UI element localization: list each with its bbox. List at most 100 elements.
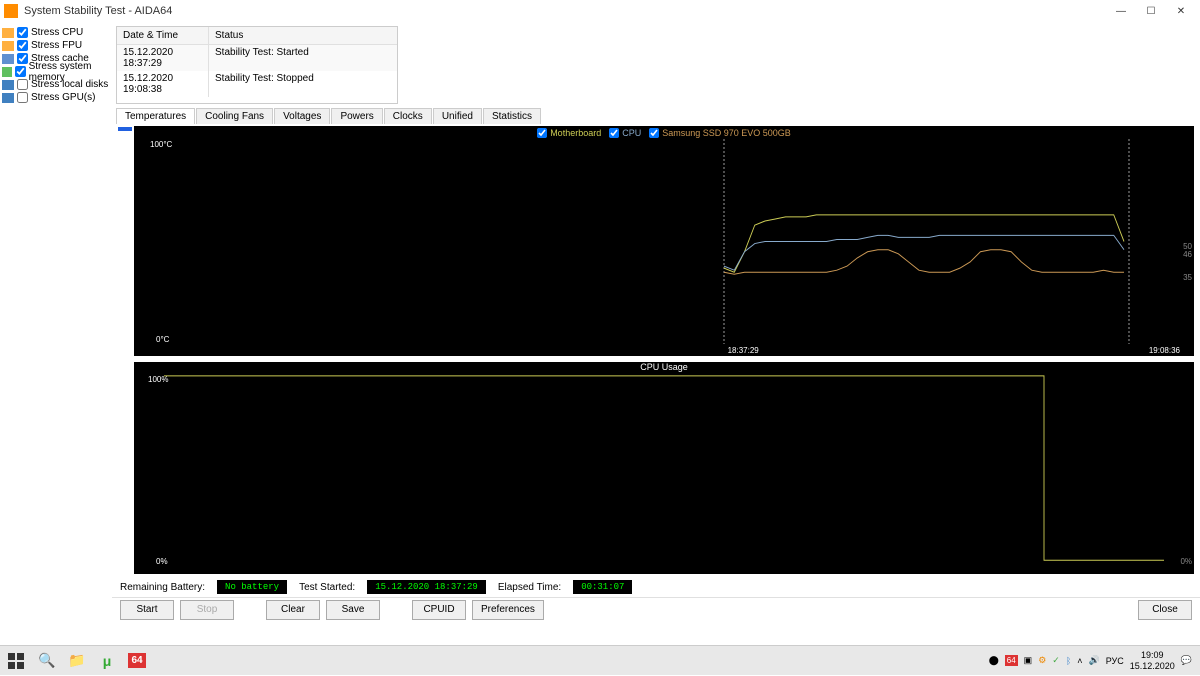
stop-button[interactable]: Stop — [180, 600, 234, 620]
stress-option[interactable]: Stress local disks — [2, 78, 110, 91]
stress-label: Stress FPU — [31, 40, 82, 51]
windows-icon — [8, 653, 24, 669]
stress-icon — [2, 67, 12, 77]
tray-chevron-icon[interactable]: ˄ — [1077, 656, 1082, 666]
started-value: 15.12.2020 18:37:29 — [367, 580, 486, 594]
stress-options-panel: Stress CPUStress FPUStress cacheStress s… — [0, 22, 112, 622]
system-tray[interactable]: ⬤ 64 ▣ ⚙ ✓ ᛒ ˄ 🔊 РУС 19:09 15.12.2020 💬 — [989, 650, 1200, 672]
close-dialog-button[interactable]: Close — [1138, 600, 1192, 620]
legend-label: CPU — [622, 128, 641, 138]
minimize-button[interactable]: — — [1106, 1, 1136, 21]
tab-powers[interactable]: Powers — [331, 108, 382, 124]
stress-icon — [2, 80, 14, 90]
tab-voltages[interactable]: Voltages — [274, 108, 330, 124]
tab-clocks[interactable]: Clocks — [384, 108, 432, 124]
log-row[interactable]: 15.12.2020 19:08:38Stability Test: Stopp… — [117, 71, 397, 97]
start-button-taskbar[interactable] — [0, 646, 32, 676]
chart-tabs: TemperaturesCooling FansVoltagesPowersCl… — [112, 108, 1200, 124]
temperature-chart: MotherboardCPUSamsung SSD 970 EVO 500GB … — [134, 126, 1194, 356]
temp-y-top: 100°C — [150, 140, 172, 149]
cpu-y-top: 100% — [148, 375, 168, 384]
tab-temperatures[interactable]: Temperatures — [116, 108, 195, 124]
tab-statistics[interactable]: Statistics — [483, 108, 541, 124]
stress-icon — [2, 54, 14, 64]
notifications-icon[interactable]: 💬 — [1181, 655, 1192, 666]
explorer-icon[interactable]: 📁 — [62, 646, 92, 676]
temp-x-end: 19:08:36 — [1149, 346, 1180, 355]
tab-cooling-fans[interactable]: Cooling Fans — [196, 108, 273, 124]
temperature-legend: Motherboard CPU Samsung SSD 970 EVO 500GB — [134, 126, 1194, 139]
stress-icon — [2, 41, 14, 51]
log-status: Stability Test: Stopped — [209, 71, 397, 97]
stress-checkbox[interactable] — [17, 92, 28, 103]
app-icon — [4, 4, 18, 18]
temp-right-label: 35 — [1183, 273, 1192, 282]
tray-icon[interactable]: ✓ — [1052, 655, 1060, 666]
cpu-r-bottom: 0% — [1180, 557, 1192, 566]
cpu-y-bottom: 0% — [156, 557, 168, 566]
log-status: Stability Test: Started — [209, 45, 397, 71]
tab-unified[interactable]: Unified — [433, 108, 482, 124]
maximize-button[interactable]: ☐ — [1136, 1, 1166, 21]
stress-label: Stress GPU(s) — [31, 92, 95, 103]
elapsed-value: 00:31:07 — [573, 580, 632, 594]
elapsed-label: Elapsed Time: — [498, 582, 561, 593]
start-button[interactable]: Start — [120, 600, 174, 620]
button-row: Start Stop Clear Save CPUID Preferences … — [112, 597, 1200, 623]
volume-icon[interactable]: 🔊 — [1088, 655, 1099, 666]
bluetooth-icon[interactable]: ᛒ — [1066, 656, 1071, 666]
log-row[interactable]: 15.12.2020 18:37:29Stability Test: Start… — [117, 45, 397, 71]
stress-checkbox[interactable] — [15, 66, 26, 77]
legend-label: Samsung SSD 970 EVO 500GB — [662, 128, 791, 138]
tray-icon[interactable]: ▣ — [1024, 655, 1033, 666]
status-bar: Remaining Battery: No battery Test Start… — [112, 578, 1200, 596]
cpuid-button[interactable]: CPUID — [412, 600, 466, 620]
started-label: Test Started: — [299, 582, 355, 593]
stress-label: Stress local disks — [31, 79, 108, 90]
stress-option[interactable]: Stress system memory — [2, 65, 110, 78]
utorrent-icon[interactable]: μ — [92, 646, 122, 676]
legend-checkbox[interactable] — [649, 128, 659, 138]
tray-icon[interactable]: ⚙ — [1038, 655, 1046, 666]
titlebar: System Stability Test - AIDA64 — ☐ ✕ — [0, 0, 1200, 22]
temp-x-start: 18:37:29 — [728, 346, 759, 355]
close-button[interactable]: ✕ — [1166, 1, 1196, 21]
battery-value: No battery — [217, 580, 287, 594]
window-title: System Stability Test - AIDA64 — [24, 5, 1106, 17]
stress-option[interactable]: Stress GPU(s) — [2, 91, 110, 104]
stress-checkbox[interactable] — [17, 79, 28, 90]
legend-checkbox[interactable] — [609, 128, 619, 138]
temp-right-label: 46 — [1183, 250, 1192, 259]
tray-icon[interactable]: 64 — [1005, 655, 1018, 666]
save-button[interactable]: Save — [326, 600, 380, 620]
legend-item[interactable]: Motherboard — [537, 128, 601, 138]
stress-icon — [2, 93, 14, 103]
legend-item[interactable]: Samsung SSD 970 EVO 500GB — [649, 128, 791, 138]
temp-y-bottom: 0°C — [156, 335, 169, 344]
taskbar-clock[interactable]: 19:09 15.12.2020 — [1130, 650, 1175, 672]
stress-checkbox[interactable] — [17, 40, 28, 51]
mini-indicator — [118, 126, 132, 574]
search-icon[interactable]: 🔍 — [32, 646, 62, 676]
stress-icon — [2, 28, 14, 38]
aida64-icon[interactable]: 64 — [122, 646, 152, 676]
language-indicator[interactable]: РУС — [1106, 656, 1124, 666]
cpu-usage-chart: CPU Usage 100% 0% 0% — [134, 362, 1194, 574]
stress-checkbox[interactable] — [17, 53, 28, 64]
stress-checkbox[interactable] — [17, 27, 28, 38]
stress-option[interactable]: Stress CPU — [2, 26, 110, 39]
log-date: 15.12.2020 19:08:38 — [117, 71, 209, 97]
log-header-status: Status — [209, 27, 397, 44]
legend-label: Motherboard — [550, 128, 601, 138]
log-date: 15.12.2020 18:37:29 — [117, 45, 209, 71]
legend-item[interactable]: CPU — [609, 128, 641, 138]
cpu-chart-title: CPU Usage — [134, 362, 1194, 374]
clear-button[interactable]: Clear — [266, 600, 320, 620]
stress-label: Stress CPU — [31, 27, 83, 38]
taskbar[interactable]: 🔍 📁 μ 64 ⬤ 64 ▣ ⚙ ✓ ᛒ ˄ 🔊 РУС 19:09 15.1… — [0, 645, 1200, 675]
tray-icon[interactable]: ⬤ — [989, 655, 999, 666]
legend-checkbox[interactable] — [537, 128, 547, 138]
preferences-button[interactable]: Preferences — [472, 600, 544, 620]
stress-option[interactable]: Stress FPU — [2, 39, 110, 52]
log-header-date: Date & Time — [117, 27, 209, 44]
